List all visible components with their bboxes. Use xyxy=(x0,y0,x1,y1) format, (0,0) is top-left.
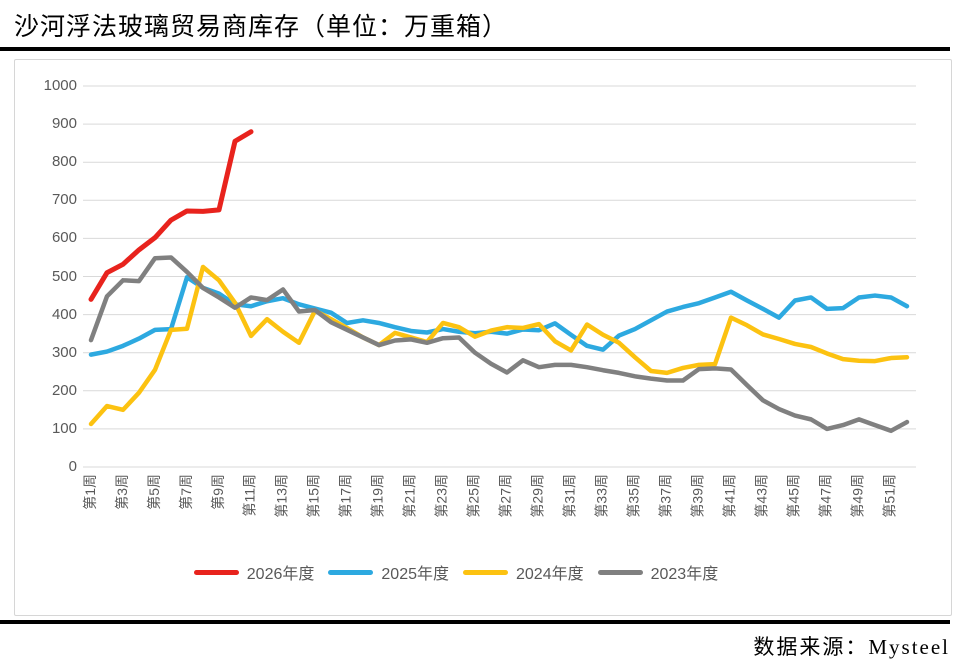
series-line-2024年度 xyxy=(88,264,910,427)
x-tick-label: 第3周 xyxy=(114,474,130,510)
legend-line-swatch xyxy=(463,569,508,575)
x-tick-label: 第9周 xyxy=(210,474,226,510)
x-tick-label: 第31周 xyxy=(562,474,578,518)
y-tick-label: 1000 xyxy=(43,77,77,94)
y-tick-label: 400 xyxy=(51,305,77,323)
legend-item: 2026年度 xyxy=(193,560,315,584)
x-tick-label: 第51周 xyxy=(882,474,898,518)
x-tick-label: 第25周 xyxy=(466,474,482,518)
legend-label: 2025年度 xyxy=(381,566,449,583)
legend-label: 2026年度 xyxy=(246,566,315,583)
legend-item: 2023年度 xyxy=(597,560,719,584)
page-title: 沙河浮法玻璃贸易商库存（单位：万重箱） xyxy=(14,14,509,41)
legend-line-swatch xyxy=(193,569,239,575)
y-tick-label: 200 xyxy=(51,381,77,399)
x-tick-label: 第49周 xyxy=(850,474,866,518)
bottom-divider xyxy=(0,620,950,624)
x-tick-label: 第1周 xyxy=(82,474,98,510)
legend-item: 2025年度 xyxy=(328,560,449,584)
y-tick-label: 700 xyxy=(51,191,77,209)
title-divider xyxy=(0,47,950,51)
series-line-2025年度 xyxy=(88,275,910,357)
data-source-note: 数据来源：Mysteel xyxy=(753,635,950,659)
x-tick-label: 第29周 xyxy=(530,474,546,518)
x-tick-label: 第21周 xyxy=(402,474,418,518)
x-tick-label: 第43周 xyxy=(754,474,770,518)
x-tick-label: 第45周 xyxy=(786,474,802,518)
y-tick-label: 100 xyxy=(51,419,77,437)
x-tick-label: 第5周 xyxy=(146,474,162,510)
chart-svg xyxy=(83,85,916,468)
legend-line-swatch xyxy=(597,569,643,575)
legend-item: 2024年度 xyxy=(463,560,584,584)
y-tick-label: 500 xyxy=(51,267,77,285)
series-line-2023年度 xyxy=(88,255,910,434)
y-tick-label: 600 xyxy=(51,229,77,247)
y-tick-label: 300 xyxy=(51,343,77,361)
x-tick-label: 第33周 xyxy=(594,474,610,518)
x-tick-label: 第23周 xyxy=(434,474,450,518)
y-tick-label: 0 xyxy=(68,458,77,475)
x-tick-label: 第15周 xyxy=(306,474,322,518)
x-tick-label: 第13周 xyxy=(274,474,290,518)
y-tick-label: 800 xyxy=(51,153,77,171)
x-tick-label: 第27周 xyxy=(498,474,514,518)
x-tick-label: 第19周 xyxy=(370,474,386,518)
x-tick-label: 第37周 xyxy=(658,474,674,518)
x-tick-label: 第7周 xyxy=(178,474,194,510)
x-tick-label: 第35周 xyxy=(626,474,642,518)
legend-label: 2024年度 xyxy=(516,566,584,583)
x-tick-label: 第11周 xyxy=(242,474,258,517)
x-tick-label: 第41周 xyxy=(722,474,738,518)
chart-panel: 0 100 200 300 400 500 600 700 800 900 1000 第1周 第3周第… xyxy=(14,59,952,616)
x-tick-label: 第47周 xyxy=(818,474,834,518)
series-line-2026年度 xyxy=(88,129,254,302)
x-tick-label: 第39周 xyxy=(690,474,706,518)
x-tick-label: 第17周 xyxy=(338,474,354,518)
legend-line-swatch xyxy=(328,569,374,575)
chart-legend: 2026年度 2025年度 2024年度 2023年度 xyxy=(15,560,951,584)
y-tick-label: 900 xyxy=(51,115,77,133)
legend-label: 2023年度 xyxy=(650,566,719,583)
